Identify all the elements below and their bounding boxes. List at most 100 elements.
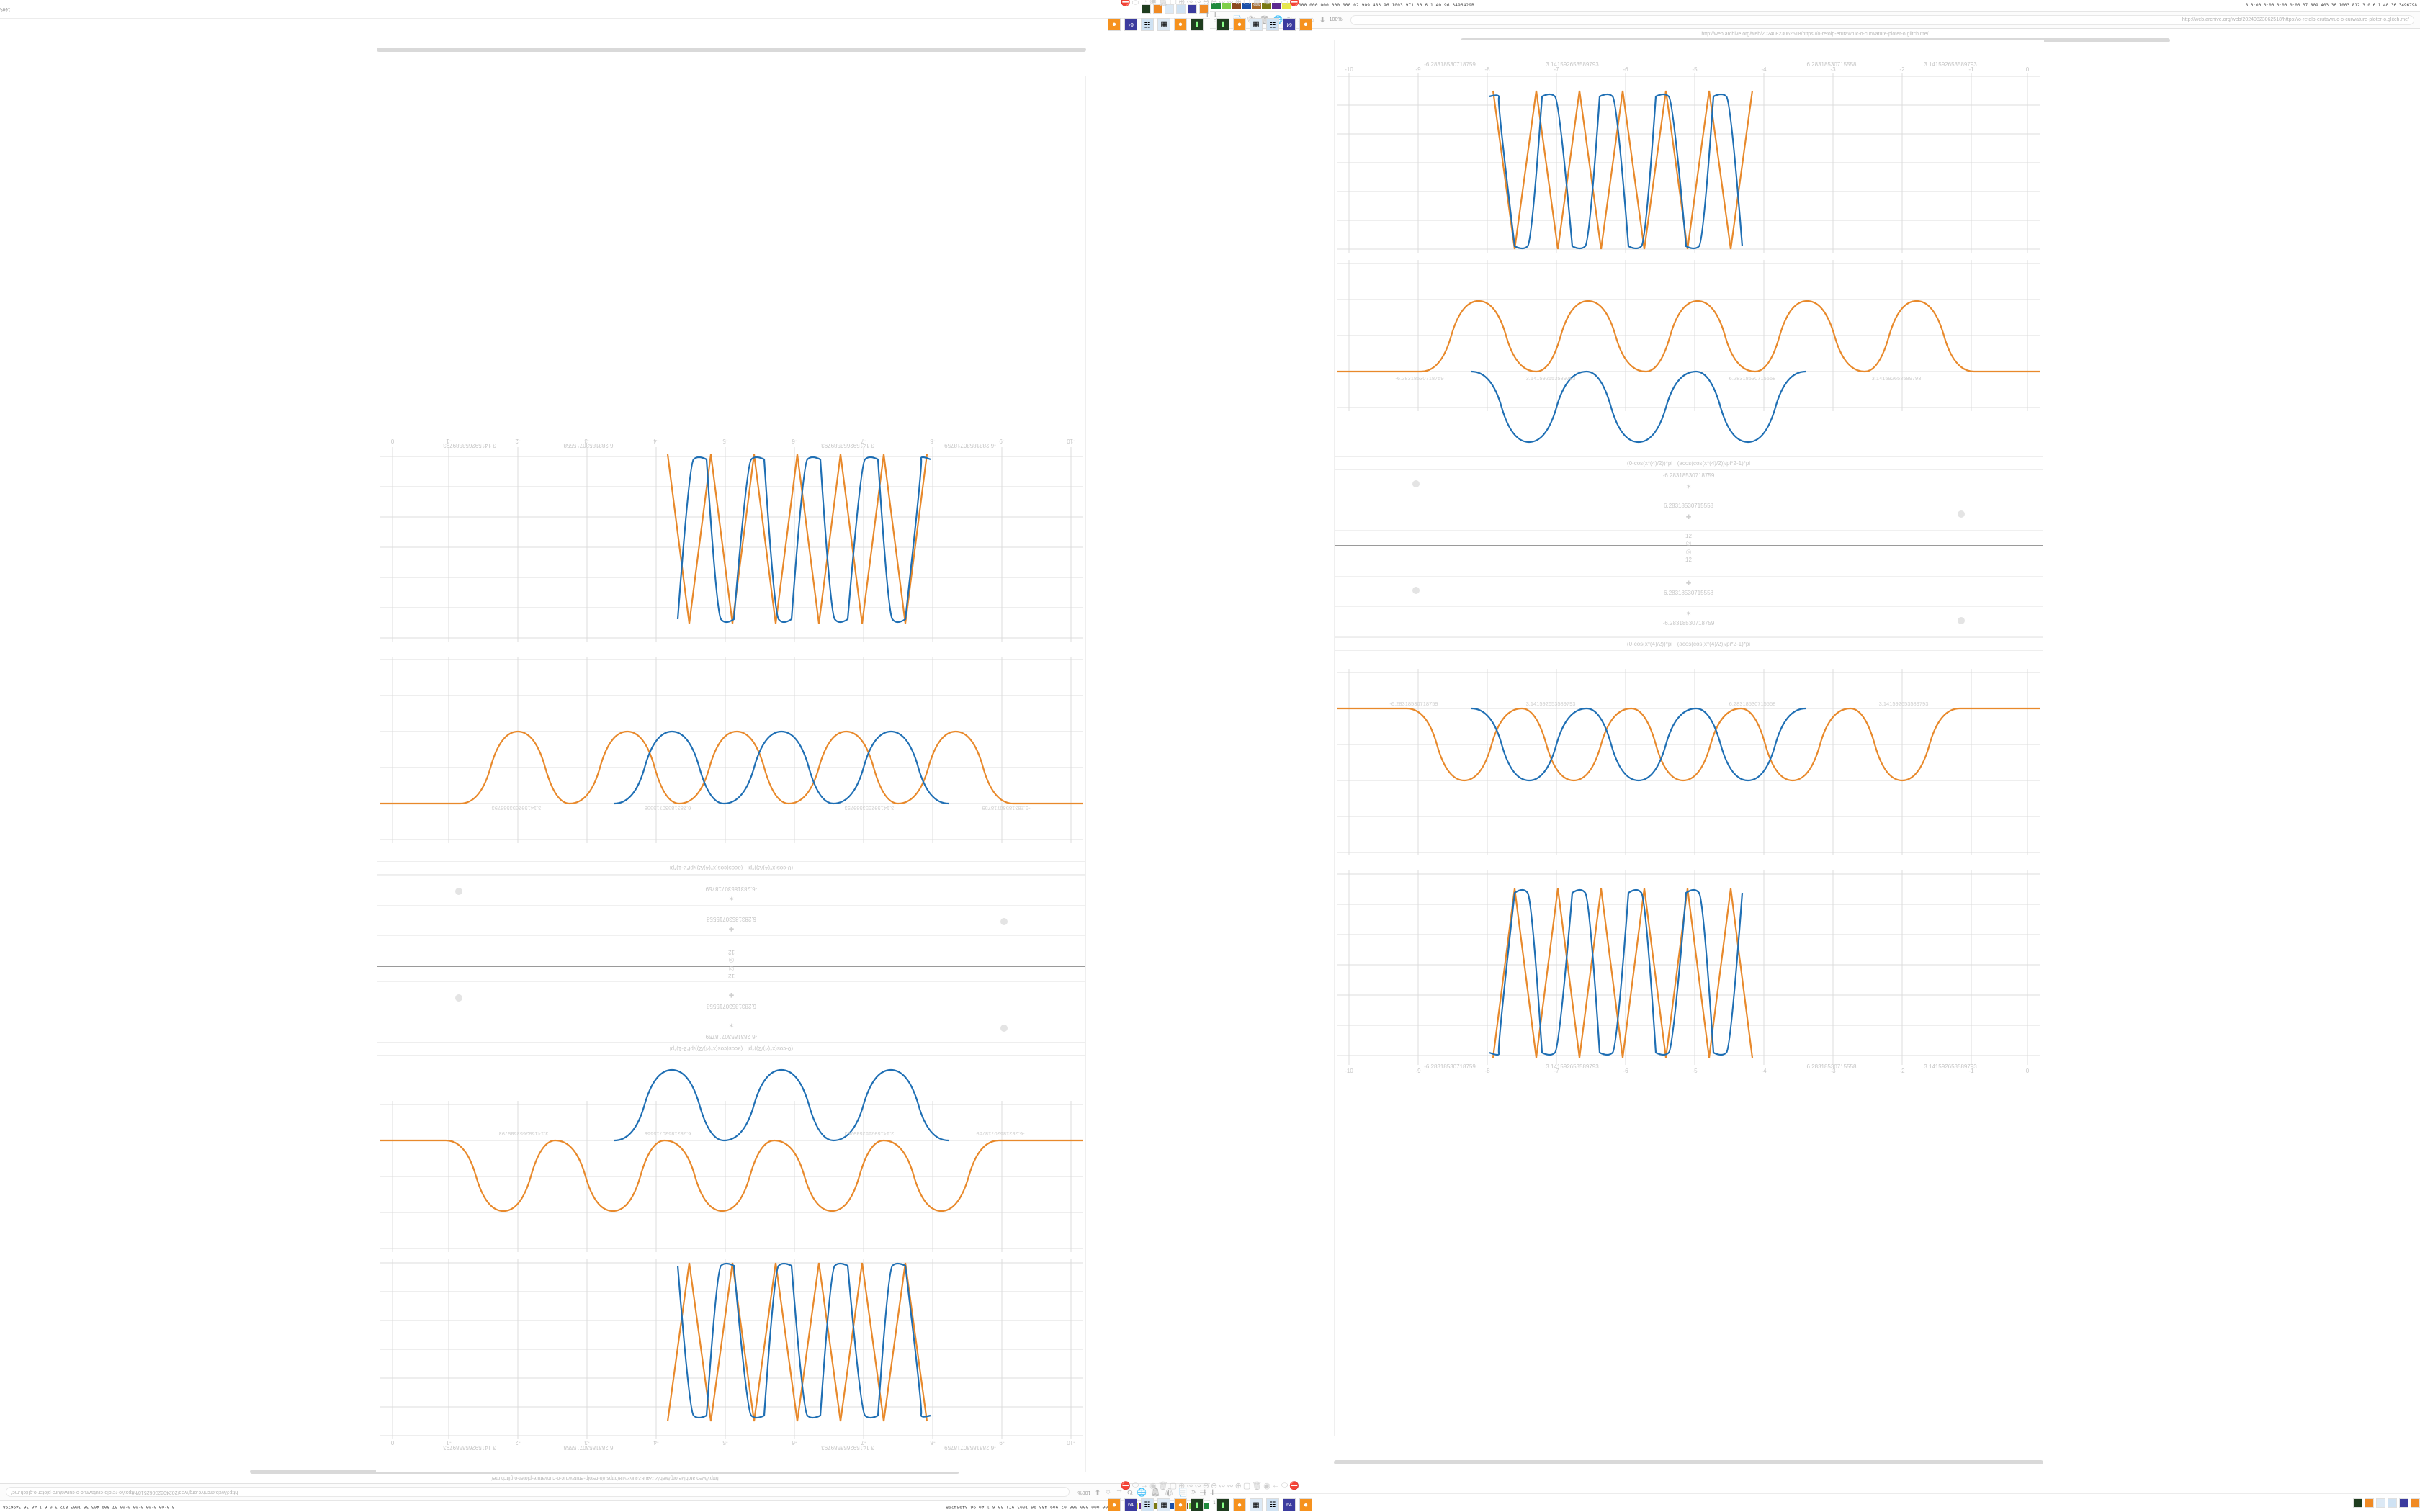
slider-row[interactable]: ✚ 6.28318530715558 xyxy=(1335,577,2043,607)
move-handle-icon[interactable]: ✚ xyxy=(728,991,735,999)
slider-row[interactable]: 6.28318530715558 ✚ xyxy=(1335,500,2043,531)
globe-icon[interactable]: ⊕ xyxy=(1234,1481,1242,1490)
formula-row-bottom[interactable]: (0-cos(x*(4)/2))*pi ; (acos(cos(x*(4)/2)… xyxy=(1335,637,2043,651)
notepad-icon[interactable] xyxy=(2388,1498,2397,1508)
download-icon[interactable]: ⬇ xyxy=(1319,16,1326,24)
graph-4[interactable]: -10 -9 -8 -7 -6 -5 -4 -3 -2 -1 0 -6.2831… xyxy=(1335,860,2044,1097)
dot-handle-icon[interactable]: ◎ xyxy=(1685,548,1692,555)
graph-3[interactable]: -6.28318530718759 3.141592653589793 6.28… xyxy=(1335,651,2044,860)
wave-icon[interactable]: ∾ xyxy=(1186,0,1193,6)
firefox-icon[interactable]: ● xyxy=(1299,18,1312,31)
window-icon[interactable]: ▢ xyxy=(1242,1481,1251,1490)
trash-icon[interactable]: 🗑 xyxy=(1252,1481,1263,1490)
arrow-left-icon[interactable]: ← xyxy=(1140,0,1149,6)
page-viewport-left[interactable]: http://web.archive.org/web/2024082306251… xyxy=(0,40,1210,1482)
arrow-right-icon[interactable]: → xyxy=(1271,0,1280,6)
slider-knob-right[interactable] xyxy=(455,994,462,1002)
slider-row[interactable]: ◎ 12 xyxy=(1335,546,2043,577)
slider-knob-right[interactable] xyxy=(455,888,462,895)
trash-icon[interactable]: 🗑 xyxy=(1252,0,1263,6)
browser-toolbar-left[interactable]: ☰ « 📄 🛡 🗑 🌐 ↻ ← ☆ ⬇ 100% http://web.arch… xyxy=(0,1483,1210,1500)
browser-window-right[interactable]: 000 000 000 000 000 02 909 483 96 1003 9… xyxy=(1210,0,2420,1512)
formula-row-top[interactable]: (0-cos(x*(4)/2))*pi ; (acos(cos(x*(4)/2)… xyxy=(377,1042,1085,1056)
dock-app-row-top[interactable]: ● 64 ☷ ▦ ● ▮ ▮ ● ▦ ☷ 64 ● xyxy=(1044,16,1376,33)
url-bar-left[interactable]: http://web.archive.org/web/2024082306251… xyxy=(6,1487,1070,1498)
slider-knob-left[interactable] xyxy=(1412,587,1420,594)
slider-knob-right[interactable] xyxy=(1958,617,1965,624)
record-icon[interactable]: ◉ xyxy=(1150,1481,1157,1490)
task-icons-right[interactable] xyxy=(2352,1498,2420,1508)
wave-icon[interactable]: ∾ xyxy=(1227,1481,1234,1490)
trash-icon[interactable]: 🗑 xyxy=(1157,0,1168,6)
graph-4[interactable]: -10 -9 -8 -7 -6 -5 -4 -3 -2 -1 0 -6.2831… xyxy=(376,415,1085,652)
resize-handle-icon[interactable]: ✶ xyxy=(1685,483,1692,490)
formula-row-top[interactable]: (0-cos(x*(4)/2))*pi ; (acos(cos(x*(4)/2)… xyxy=(1335,456,2043,470)
terminal-icon[interactable]: ▮ xyxy=(1191,1498,1204,1511)
launcher-swatch[interactable] xyxy=(1211,2,1221,9)
graph-2[interactable]: -6.28318530718759 3.141592653589793 6.28… xyxy=(1335,256,2044,456)
graph-1[interactable]: -10 -9 -8 -7 -6 -5 -4 -3 -2 -1 0 -6.2831… xyxy=(376,1256,1085,1472)
no-entry-icon[interactable]: ⛔ xyxy=(1289,1481,1299,1490)
browser-window-left[interactable]: 000 000 000 000 000 02 909 483 96 1003 9… xyxy=(0,0,1210,1512)
arrow-left-icon[interactable]: ← xyxy=(1271,1481,1280,1490)
resize-handle-icon[interactable]: ✶ xyxy=(1685,610,1692,617)
terminal-icon[interactable]: ▮ xyxy=(1216,1498,1229,1511)
dock-app-row-bottom[interactable]: ● 64 ☷ ▦ ● ▮ ▮ ● ▦ ☷ 64 ● xyxy=(1044,1496,1376,1512)
calculator-icon[interactable]: ▦ xyxy=(1157,18,1170,31)
globe-icon[interactable]: ⊕ xyxy=(1234,0,1242,6)
page-viewport-right[interactable]: http://web.archive.org/web/2024082306251… xyxy=(1210,30,2420,1472)
globe-icon[interactable]: ⊕ xyxy=(1178,0,1186,6)
graph-2[interactable]: -6.28318530718759 3.141592653589793 6.28… xyxy=(376,1056,1085,1256)
slider-knob-left[interactable] xyxy=(1000,918,1008,925)
drop-icon[interactable]: ⬭ xyxy=(1281,1480,1289,1490)
globe-icon[interactable]: ⊕ xyxy=(1202,1481,1209,1490)
firefox-icon[interactable] xyxy=(2411,1498,2420,1508)
record-icon[interactable]: ◉ xyxy=(1263,0,1270,6)
center-dock-top[interactable]: ● 64 ☷ ▦ ● ▮ ▮ ● ▦ ☷ 64 ● ‖ ‖ ⛔ ⬭ → ◉ 🗑 … xyxy=(1044,0,1376,33)
graph-3[interactable]: -6.28318530718759 3.141592653589793 6.28… xyxy=(376,652,1085,861)
save-icon[interactable] xyxy=(2399,1498,2408,1508)
notepad-icon[interactable]: ☷ xyxy=(1266,1498,1279,1511)
firefox-icon[interactable]: ● xyxy=(1233,18,1246,31)
record-icon[interactable]: ◉ xyxy=(1263,1481,1270,1490)
terminal-icon[interactable] xyxy=(2353,1498,2362,1508)
scroll-indicator-bottom[interactable] xyxy=(1334,1460,2043,1464)
curvature-plotter-app-right[interactable]: -10 -9 -8 -7 -6 -5 -4 -3 -2 -1 0 -6.2831… xyxy=(1334,40,2044,1436)
drop-icon[interactable]: ⬭ xyxy=(1131,1480,1139,1490)
slider-row[interactable]: 6.28318530715558 ✚ xyxy=(377,981,1085,1012)
slider-row[interactable]: ✶ -6.28318530718759 xyxy=(377,875,1085,905)
launcher-swatch[interactable] xyxy=(1282,2,1291,9)
slider-knob-left[interactable] xyxy=(1412,480,1420,487)
slider-row-divider[interactable]: 12 ◎ xyxy=(377,966,1085,981)
wave-icon[interactable]: ∾ xyxy=(1194,1481,1201,1490)
terminal-icon[interactable]: ▮ xyxy=(1191,18,1204,31)
browser-glyph-row-bottom[interactable]: ⛔ ⬭ → ◉ 🗑 ▢ ⊕ ∾ ∾ ⊕ ⊕ ∾ ∾ ⊕ ▢ 🗑 ◉ ← ⬭ ⛔ xyxy=(1044,1479,1376,1492)
notepad-icon[interactable]: ☷ xyxy=(1266,18,1279,31)
curvature-plotter-app-left[interactable]: -10 -9 -8 -7 -6 -5 -4 -3 -2 -1 0 -6.2831… xyxy=(376,76,1086,1472)
dot-handle-icon[interactable]: ◎ xyxy=(728,957,735,964)
drop-icon[interactable]: ⬭ xyxy=(1131,0,1139,7)
firefox-icon[interactable]: ● xyxy=(1174,18,1187,31)
launcher-swatch[interactable] xyxy=(1252,2,1261,9)
no-entry-icon[interactable]: ⛔ xyxy=(1121,1481,1131,1490)
browser-toolbar-right[interactable]: ☰ « 📄 🛡 🗑 🌐 ↻ ← ☆ ⬇ 100% http://web.arch… xyxy=(1210,12,2420,29)
launcher-icons-right[interactable] xyxy=(1210,2,1291,9)
calculator-icon[interactable]: ▦ xyxy=(1250,18,1263,31)
calculator-icon[interactable]: ▦ xyxy=(1157,1498,1170,1511)
formula-row-bottom[interactable]: (0-cos(x*(4)/2))*pi ; (acos(cos(x*(4)/2)… xyxy=(377,861,1085,875)
globe-icon[interactable]: ⊕ xyxy=(1211,0,1218,6)
notepad-icon[interactable]: ☷ xyxy=(1141,1498,1154,1511)
no-entry-icon[interactable]: ⛔ xyxy=(1121,0,1131,6)
terminal-icon[interactable]: ▮ xyxy=(1216,18,1229,31)
trash-icon[interactable]: 🗑 xyxy=(1157,1481,1168,1490)
save-icon[interactable]: 64 xyxy=(1283,1498,1296,1511)
save-icon[interactable]: 64 xyxy=(1124,18,1137,31)
calculator-icon[interactable]: ▦ xyxy=(1250,1498,1263,1511)
resize-handle-icon[interactable]: ✶ xyxy=(728,895,735,902)
wave-icon[interactable]: ∾ xyxy=(1219,1481,1226,1490)
firefox-icon[interactable]: ● xyxy=(1233,1498,1246,1511)
slider-stack[interactable]: -6.28318530718759 ✶ 6.28318530715558 ✚ 1… xyxy=(1335,470,2043,637)
globe-icon[interactable]: ⊕ xyxy=(1211,1481,1218,1490)
firefox-icon[interactable] xyxy=(2365,1498,2374,1508)
record-icon[interactable]: ◉ xyxy=(1150,0,1157,6)
